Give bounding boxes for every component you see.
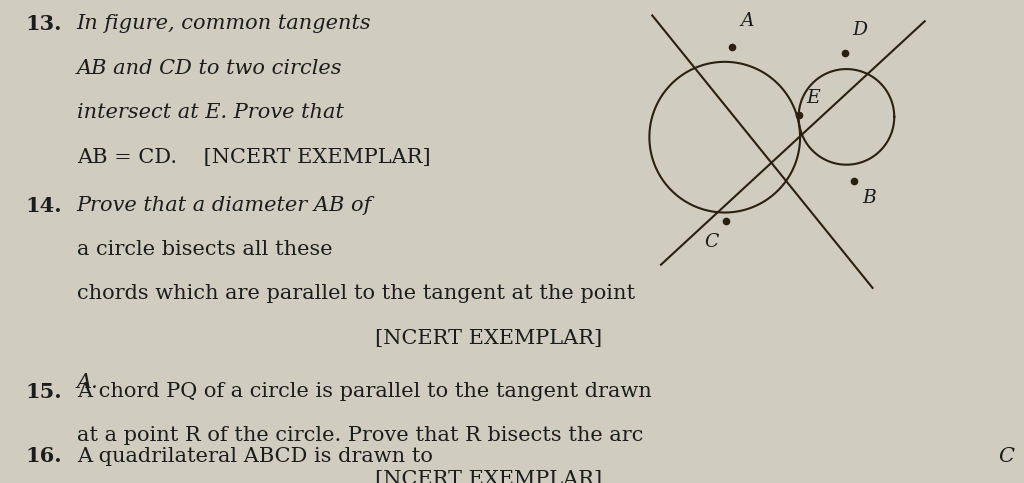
Text: E: E [806, 89, 819, 107]
Text: chords which are parallel to the tangent at the point: chords which are parallel to the tangent… [77, 284, 635, 303]
Text: a circle bisects all these: a circle bisects all these [77, 240, 333, 259]
Text: Prove that a diameter AB of: Prove that a diameter AB of [77, 196, 372, 214]
Text: B: B [862, 189, 877, 207]
Text: AB and CD to two circles: AB and CD to two circles [77, 59, 342, 78]
Text: In figure, common tangents: In figure, common tangents [77, 14, 372, 33]
Text: C: C [705, 233, 719, 251]
Text: [NCERT EXEMPLAR]: [NCERT EXEMPLAR] [77, 470, 602, 483]
Text: A chord PQ of a circle is parallel to the tangent drawn: A chord PQ of a circle is parallel to th… [77, 382, 651, 400]
Text: A.: A. [77, 373, 98, 392]
Text: AB = CD.    [NCERT EXEMPLAR]: AB = CD. [NCERT EXEMPLAR] [77, 148, 430, 167]
Text: A: A [740, 12, 754, 30]
Text: intersect at E. Prove that: intersect at E. Prove that [77, 103, 344, 122]
Text: C: C [997, 447, 1014, 466]
Text: at a point R of the circle. Prove that R bisects the arc: at a point R of the circle. Prove that R… [77, 426, 643, 445]
Text: 14.: 14. [26, 196, 62, 215]
Text: [NCERT EXEMPLAR]: [NCERT EXEMPLAR] [77, 329, 602, 348]
Text: A quadrilateral ABCD is drawn to: A quadrilateral ABCD is drawn to [77, 447, 433, 466]
Text: 16.: 16. [26, 446, 62, 466]
Text: 13.: 13. [26, 14, 62, 34]
Text: 15.: 15. [26, 382, 62, 401]
Text: D: D [852, 21, 867, 39]
